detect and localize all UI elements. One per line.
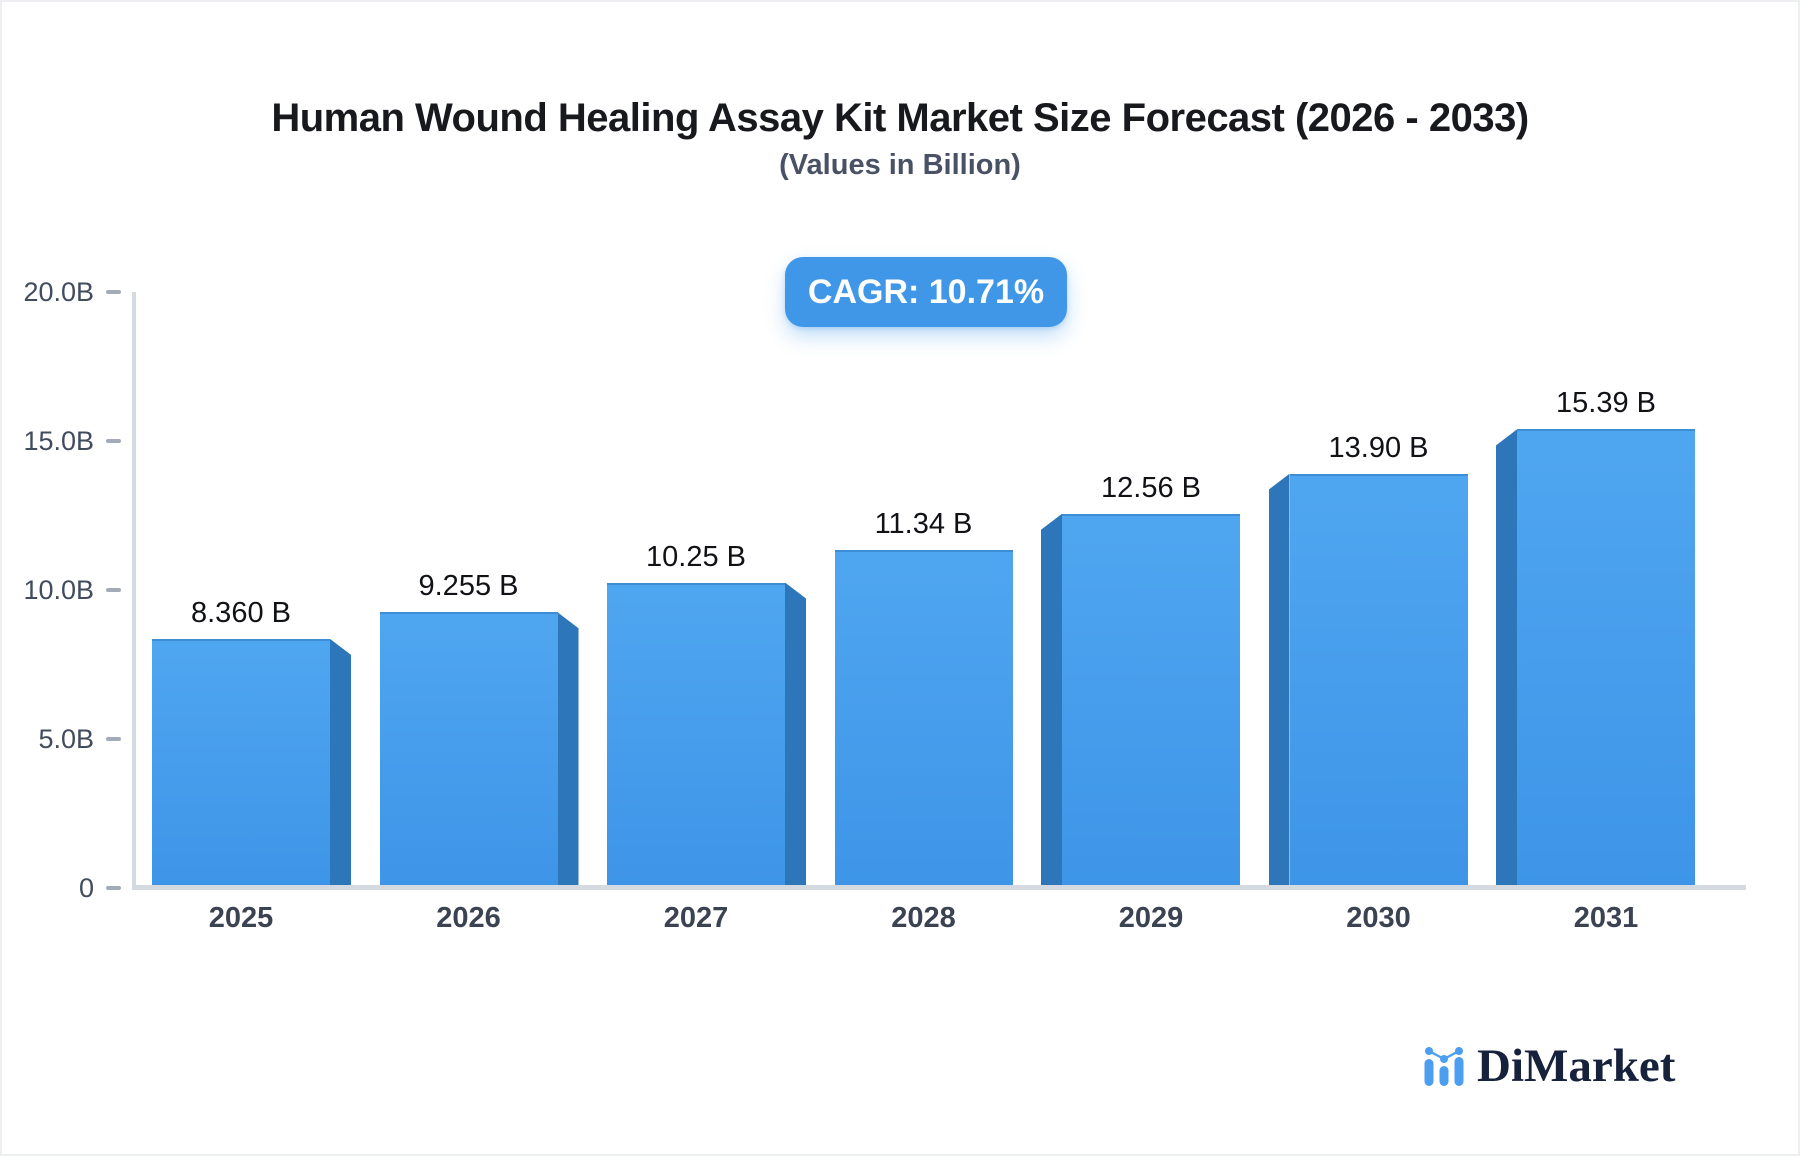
- y-tick-label: 10.0B: [23, 575, 94, 605]
- x-tick-label: 2030: [1346, 902, 1411, 934]
- x-tick-label: 2031: [1573, 902, 1639, 934]
- bar-value-label: 11.34 B: [874, 508, 973, 541]
- chart-title: Human Wound Healing Assay Kit Market Siz…: [271, 96, 1529, 140]
- bar-3d-side: [785, 582, 806, 888]
- y-tick-label: 0: [78, 873, 94, 903]
- x-tick-label: 2026: [436, 902, 501, 934]
- bar-chart-logo-icon: [1424, 1047, 1464, 1086]
- bar-3d-side: [1041, 513, 1062, 888]
- bar-2029: [1062, 513, 1240, 888]
- x-tick-label: 2025: [208, 902, 274, 934]
- bar-2028: [834, 550, 1013, 888]
- bar-value-label: 10.25 B: [646, 540, 746, 573]
- bar-value-label: 9.255 B: [418, 570, 519, 603]
- y-tick-mark: [106, 439, 121, 443]
- bar-value-label: 13.90 B: [1328, 431, 1429, 464]
- bar-3d-side: [557, 612, 579, 888]
- bar-3d-side: [1496, 429, 1517, 888]
- y-tick-label: 5.0B: [38, 724, 94, 754]
- y-axis-line: [132, 292, 136, 888]
- bar-2031: [1517, 429, 1695, 888]
- x-tick-label: 2029: [1118, 902, 1184, 934]
- cagr-badge: CAGR: 10.71%: [785, 257, 1067, 327]
- chart-subtitle: (Values in Billion): [779, 149, 1021, 181]
- y-tick-mark: [106, 737, 121, 741]
- bar-value-label: 8.360 B: [191, 596, 291, 629]
- y-tick-label: 15.0B: [23, 426, 94, 456]
- bar-3d-side: [1268, 473, 1290, 888]
- x-axis-line: [132, 885, 1746, 890]
- brand-name: DiMarket: [1477, 1040, 1676, 1092]
- bar-value-label: 12.56 B: [1101, 471, 1201, 504]
- y-tick-label: 20.0B: [23, 277, 94, 307]
- bar-2030: [1289, 473, 1468, 888]
- x-tick-label: 2028: [891, 902, 956, 934]
- y-tick-mark: [106, 886, 121, 890]
- bar-2025: [152, 638, 330, 888]
- cagr-badge-label: CAGR: 10.71%: [807, 272, 1045, 311]
- bar-2027: [607, 582, 785, 888]
- y-tick-mark: [106, 290, 121, 294]
- bar-value-label: 15.39 B: [1556, 387, 1656, 420]
- y-tick-mark: [106, 588, 121, 592]
- x-tick-label: 2027: [663, 902, 729, 934]
- brand-logo: DiMarket: [1422, 1040, 1675, 1092]
- bar-3d-side: [330, 638, 351, 888]
- bar-2026: [379, 612, 558, 888]
